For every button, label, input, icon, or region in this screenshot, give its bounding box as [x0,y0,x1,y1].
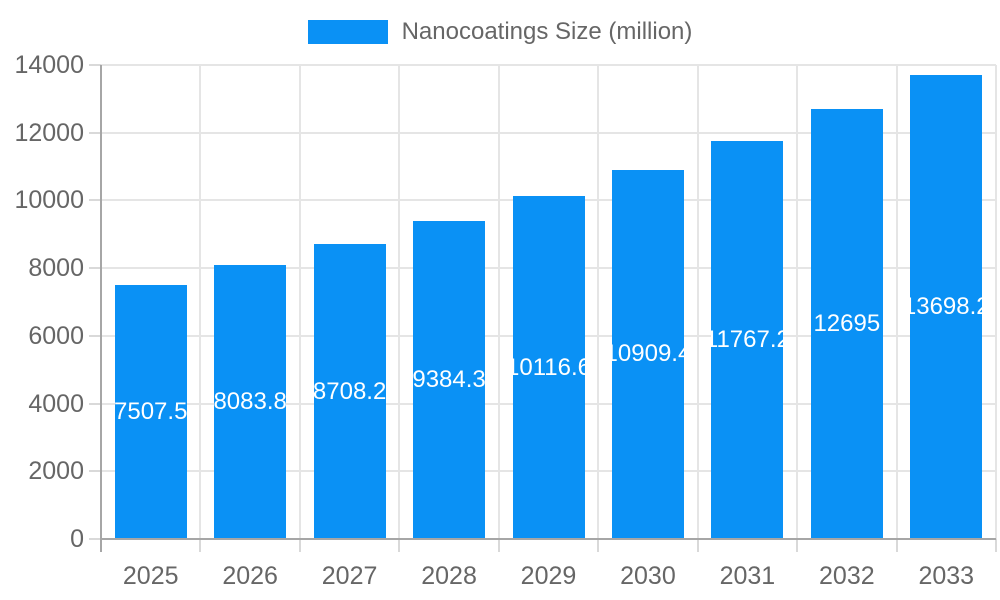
gridline-vertical [298,65,301,539]
x-tick-label-2029: 2029 [520,562,577,590]
y-tick-label: 0 [70,525,84,553]
legend-swatch [307,20,388,44]
bar-value-label: 8083.8 [214,388,287,416]
x-tick-label-2027: 2027 [321,562,378,590]
gridline-vertical [497,65,500,539]
x-tick-mark [895,539,898,552]
x-tick-label-2025: 2025 [122,562,179,590]
y-tick-label: 12000 [14,118,84,147]
gridline-vertical [895,65,898,539]
bar-value-label: 9384.3 [413,366,486,394]
y-tick-label: 14000 [14,51,84,79]
x-tick-label-2032: 2032 [819,562,875,590]
bar-2027[interactable]: 8708.2 [313,244,386,539]
y-axis-line [100,65,102,552]
bar-value-label: 10909.4 [612,340,684,368]
bar-value-label: 12695 [813,310,881,338]
gridline-horizontal [101,64,996,66]
bar-2032[interactable]: 12695 [810,109,883,539]
gridline-vertical [995,65,997,539]
bar-value-label: 7507.5 [114,397,187,425]
x-tick-label-2026: 2026 [222,562,278,590]
bar-2025[interactable]: 7507.5 [114,284,187,539]
y-tick-mark [89,538,101,540]
plot-area: 7507.5 8083.8 8708.2 9384.3 10116.6 10909.4 11… [101,64,997,539]
x-tick-mark [597,539,600,552]
gridline-vertical [597,65,600,539]
bar-value-label: 11767.2 [711,325,784,353]
x-tick-label-2030: 2030 [620,562,676,590]
y-tick-label: 10000 [14,186,84,215]
bar-value-label: 13698.2 [910,293,982,321]
x-tick-mark [298,539,301,552]
bar-2028[interactable]: 9384.3 [413,221,486,539]
x-tick-mark [995,539,997,552]
y-tick-mark [89,199,101,202]
x-tick-label-2028: 2028 [421,562,477,590]
bar-value-label: 10116.6 [512,353,585,381]
legend[interactable]: Nanocoatings Size (million) [0,18,1000,45]
y-tick-mark [89,470,101,473]
gridline-horizontal [101,131,996,134]
x-tick-mark [199,539,202,552]
x-tick-mark [398,539,401,552]
gridline-vertical [796,65,799,539]
bar-2029[interactable]: 10116.6 [512,196,585,539]
y-tick-mark [89,131,101,134]
x-tick-label-2031: 2031 [719,562,776,590]
gridline-vertical [398,65,401,539]
bar-2030[interactable]: 10909.4 [611,169,684,539]
y-tick-mark [89,267,101,270]
legend-label: Nanocoatings Size (million) [401,18,693,45]
y-tick-mark [89,64,101,66]
bar-2026[interactable]: 8083.8 [214,265,287,539]
x-tick-mark [497,539,500,552]
x-tick-mark [696,539,699,552]
y-tick-mark [89,334,101,337]
bar-value-label: 8708.2 [313,377,386,405]
y-tick-mark [89,402,101,405]
y-tick-label: 8000 [28,254,84,283]
y-tick-label: 2000 [28,457,84,486]
x-tick-label-2033: 2033 [918,562,975,590]
gridline-vertical [199,65,202,539]
x-tick-mark [796,539,799,552]
bar-2033[interactable]: 13698.2 [910,75,983,539]
y-tick-label: 6000 [28,321,84,350]
y-tick-label: 4000 [28,389,84,418]
gridline-vertical [696,65,699,539]
x-axis-zero-line [101,538,996,540]
bar-2031[interactable]: 11767.2 [711,140,784,539]
